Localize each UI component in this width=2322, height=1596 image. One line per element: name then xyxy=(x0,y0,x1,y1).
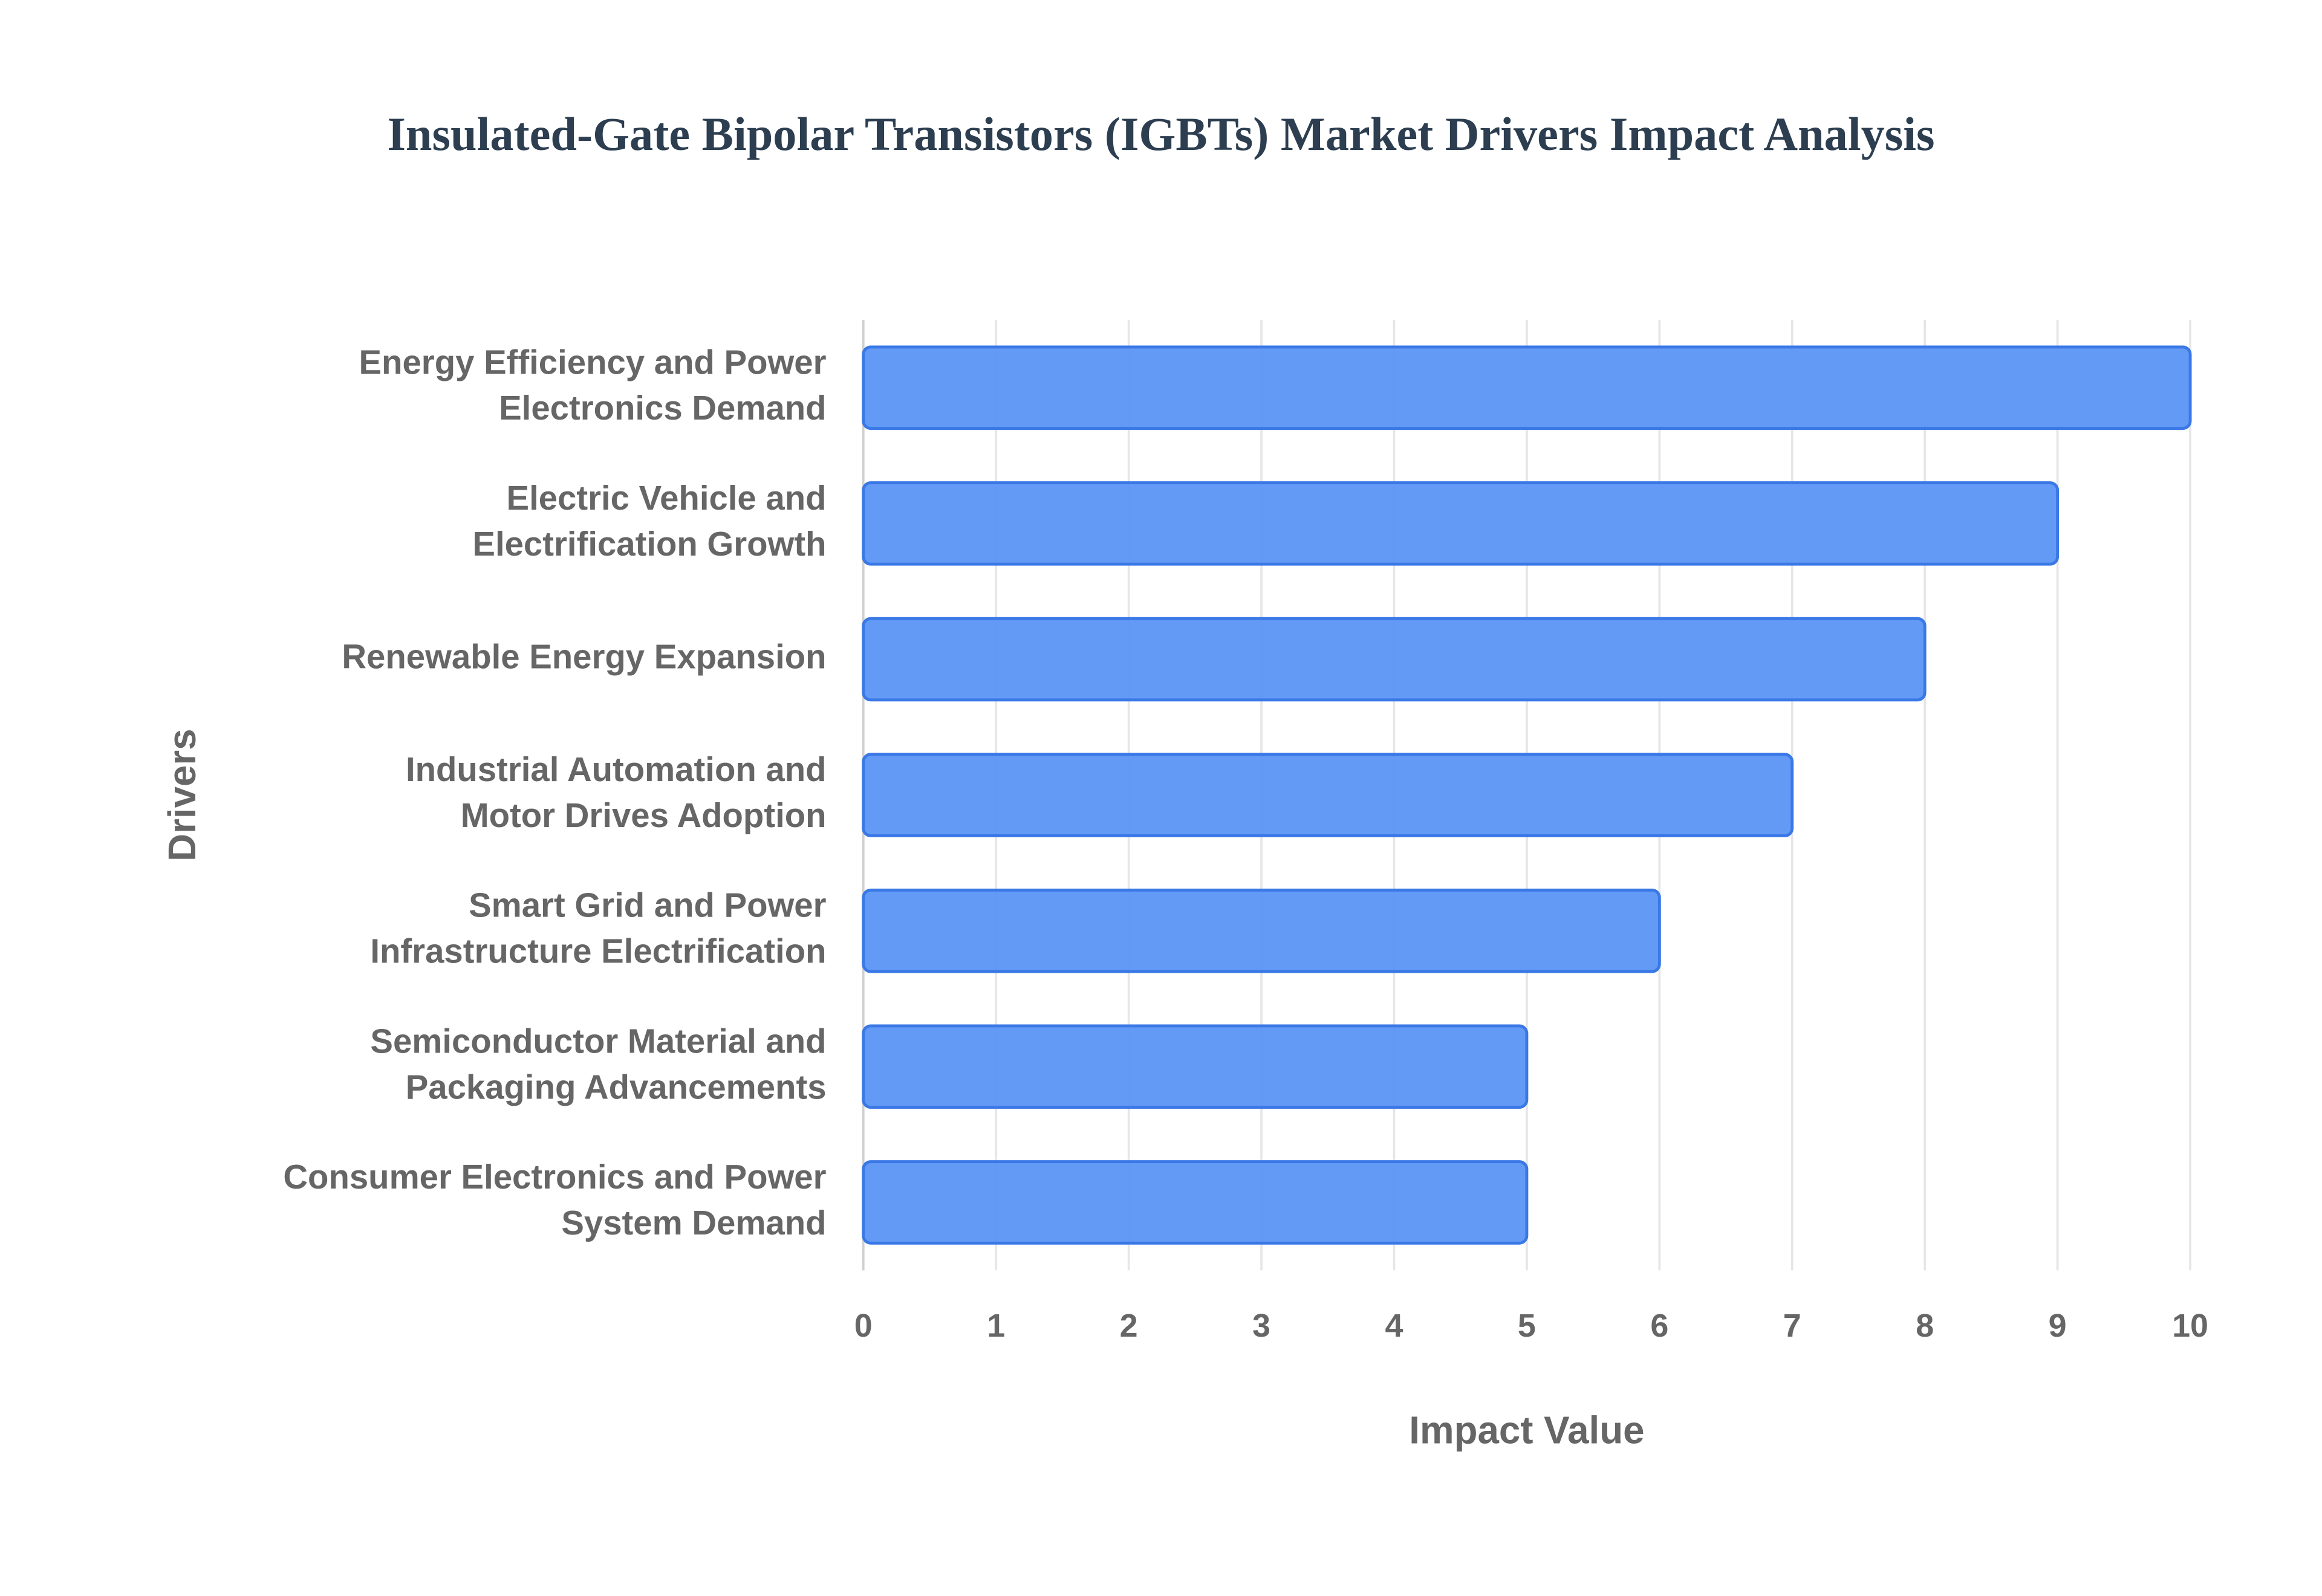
bar xyxy=(862,345,2192,430)
x-tick-label: 5 xyxy=(1518,1308,1536,1344)
y-tick-label: Industrial Automation and Motor Drives Ad… xyxy=(406,750,827,834)
y-tick-label: Renewable Energy Expansion xyxy=(342,637,826,675)
x-tick-label: 7 xyxy=(1783,1308,1801,1344)
bar xyxy=(862,1024,1529,1109)
x-tick-label: 6 xyxy=(1650,1308,1668,1344)
y-tick-label: Energy Efficiency and Power Electronics D… xyxy=(359,343,827,427)
bar xyxy=(862,1160,1529,1245)
x-tick-label: 0 xyxy=(854,1308,873,1344)
x-tick-label: 9 xyxy=(2049,1308,2067,1344)
x-tick-label: 8 xyxy=(1916,1308,1934,1344)
x-tick-label: 1 xyxy=(987,1308,1005,1344)
bar xyxy=(862,481,2060,566)
bar xyxy=(862,617,1927,702)
y-tick-label: Consumer Electronics and Power System Dem… xyxy=(283,1158,826,1242)
chart-title: Insulated-Gate Bipolar Transistors (IGBT… xyxy=(387,108,1934,160)
y-axis-title: Drivers xyxy=(161,728,204,861)
bar xyxy=(862,753,1794,837)
x-tick-label: 10 xyxy=(2172,1308,2208,1344)
y-tick-label: Smart Grid and Power Infrastructure Elect… xyxy=(370,886,826,970)
x-tick-label: 4 xyxy=(1385,1308,1403,1344)
y-tick-label: Semiconductor Material and Packaging Adva… xyxy=(370,1022,826,1106)
x-tick-label: 3 xyxy=(1252,1308,1270,1344)
bar xyxy=(862,888,1661,973)
x-tick-label: 2 xyxy=(1120,1308,1138,1344)
x-axis-title: Impact Value xyxy=(1409,1409,1644,1452)
y-tick-label: Electric Vehicle and Electrification Grow… xyxy=(472,479,826,563)
